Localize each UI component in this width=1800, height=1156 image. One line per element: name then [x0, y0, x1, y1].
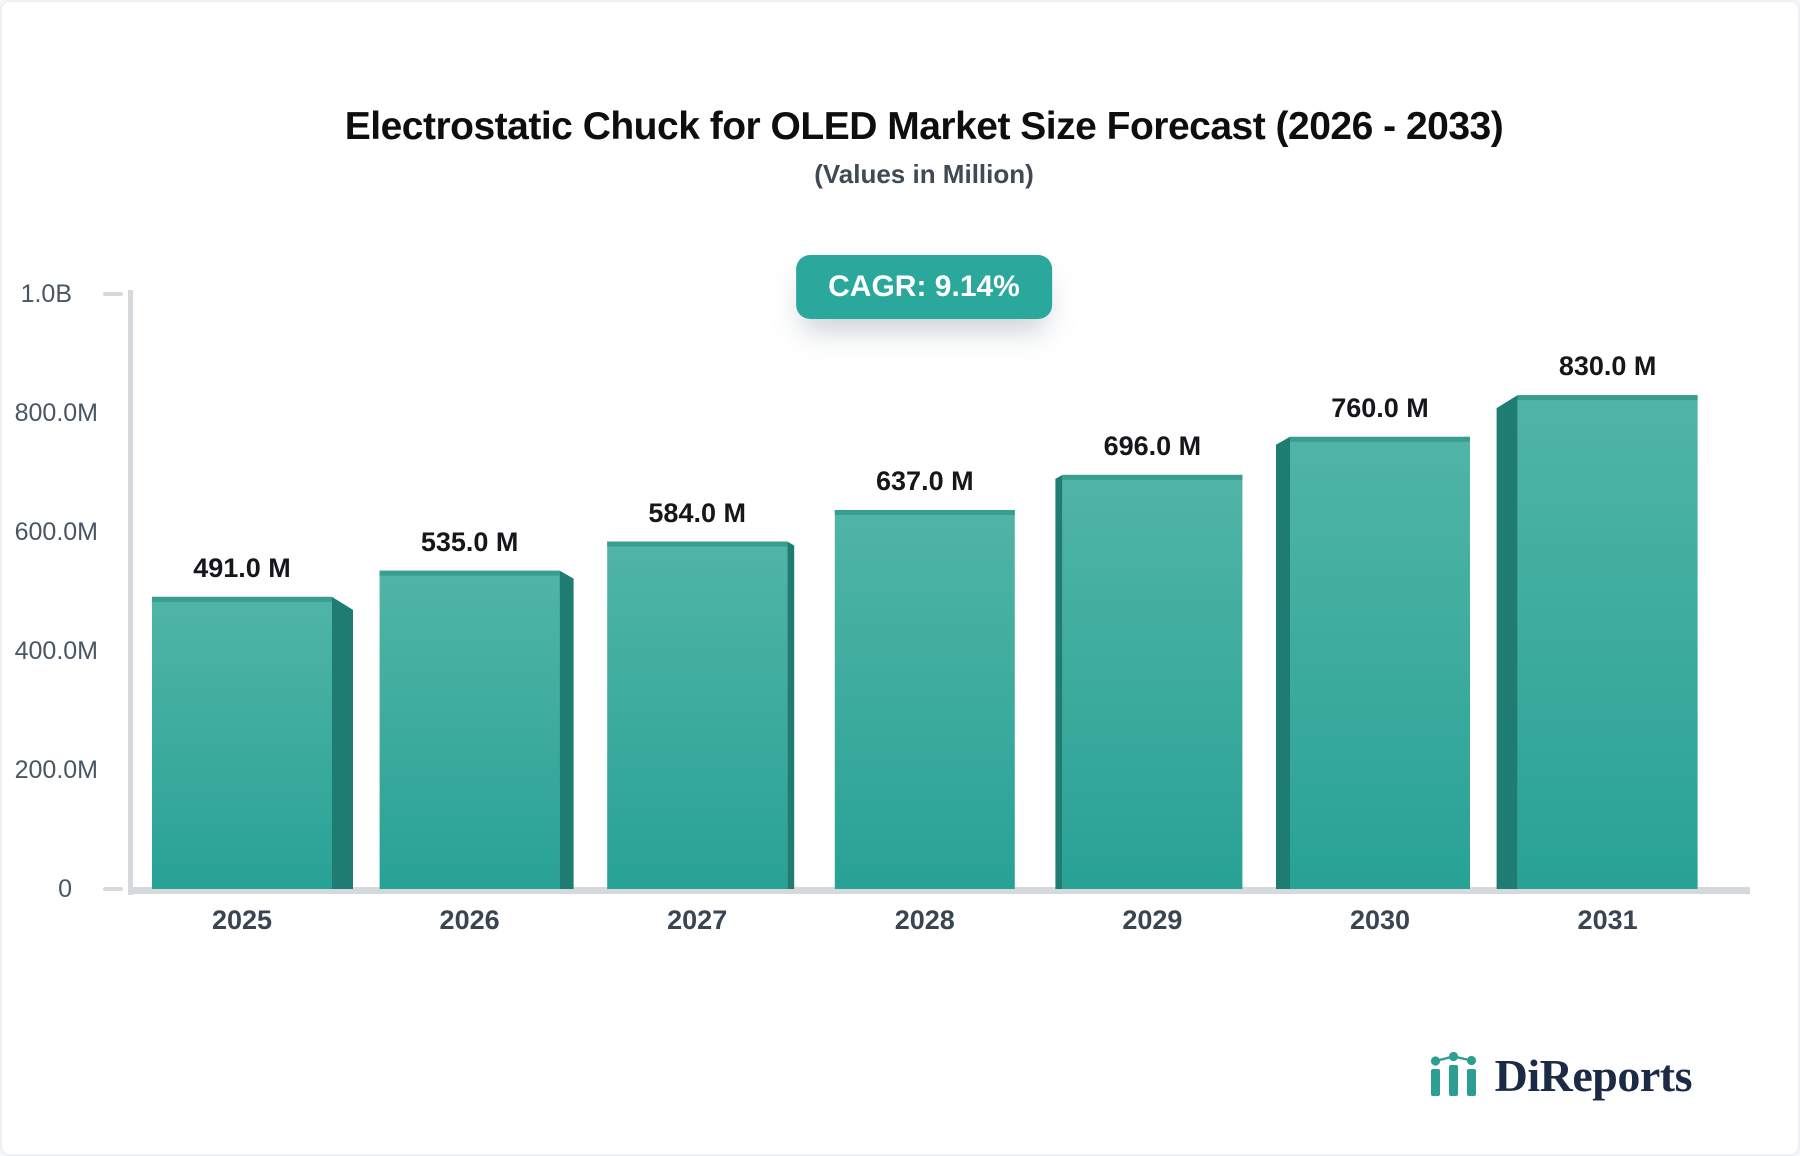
chart-header: Electrostatic Chuck for OLED Market Size… [26, 2, 1798, 190]
bar-front-face[interactable] [1517, 395, 1698, 889]
bars-group [152, 395, 1698, 889]
cagr-badge: CAGR: 9.14% [796, 255, 1052, 319]
bar-top-edge [152, 596, 332, 602]
bar-side-face [1496, 395, 1518, 889]
bar-2025[interactable] [152, 596, 353, 889]
bar-front-face[interactable] [834, 509, 1015, 889]
y-tick-dash [103, 292, 123, 296]
bar-2027[interactable] [607, 541, 795, 889]
x-axis-line [128, 887, 1750, 894]
bar-top-edge [1517, 395, 1698, 401]
bar-top-edge [1062, 474, 1243, 480]
bar-front-face[interactable] [152, 596, 332, 889]
chart-title: Electrostatic Chuck for OLED Market Size… [344, 105, 1504, 148]
direports-logo: DiReports [1427, 1049, 1693, 1102]
bar-top-edge [834, 509, 1015, 515]
bar-front-face[interactable] [379, 570, 560, 889]
bar-top-edge [1290, 436, 1470, 442]
logo-text: DiReports [1494, 1050, 1693, 1101]
bar-front-face[interactable] [607, 541, 788, 889]
bar-side-face [559, 570, 574, 889]
chart-subtitle: (Values in Million) [814, 159, 1034, 189]
bar-line-chart-icon [1430, 1051, 1476, 1096]
bar-side-face [332, 596, 353, 889]
bar-side-face [787, 541, 795, 889]
bar-2030[interactable] [1276, 436, 1470, 889]
bar-side-face [1055, 474, 1063, 889]
y-axis-line [128, 290, 133, 895]
y-tick-dash [103, 887, 123, 891]
axes-group [103, 290, 1750, 895]
bar-2028[interactable] [834, 509, 1015, 889]
bar-front-face[interactable] [1290, 436, 1470, 889]
cagr-label: CAGR: 9.14% [828, 270, 1020, 303]
bar-front-face[interactable] [1062, 474, 1243, 889]
bar-2031[interactable] [1496, 395, 1698, 889]
bar-2029[interactable] [1055, 474, 1243, 889]
bar-top-edge [607, 541, 788, 547]
bar-2026[interactable] [379, 570, 574, 889]
bar-side-face [1276, 436, 1290, 889]
bar-top-edge [379, 570, 560, 576]
